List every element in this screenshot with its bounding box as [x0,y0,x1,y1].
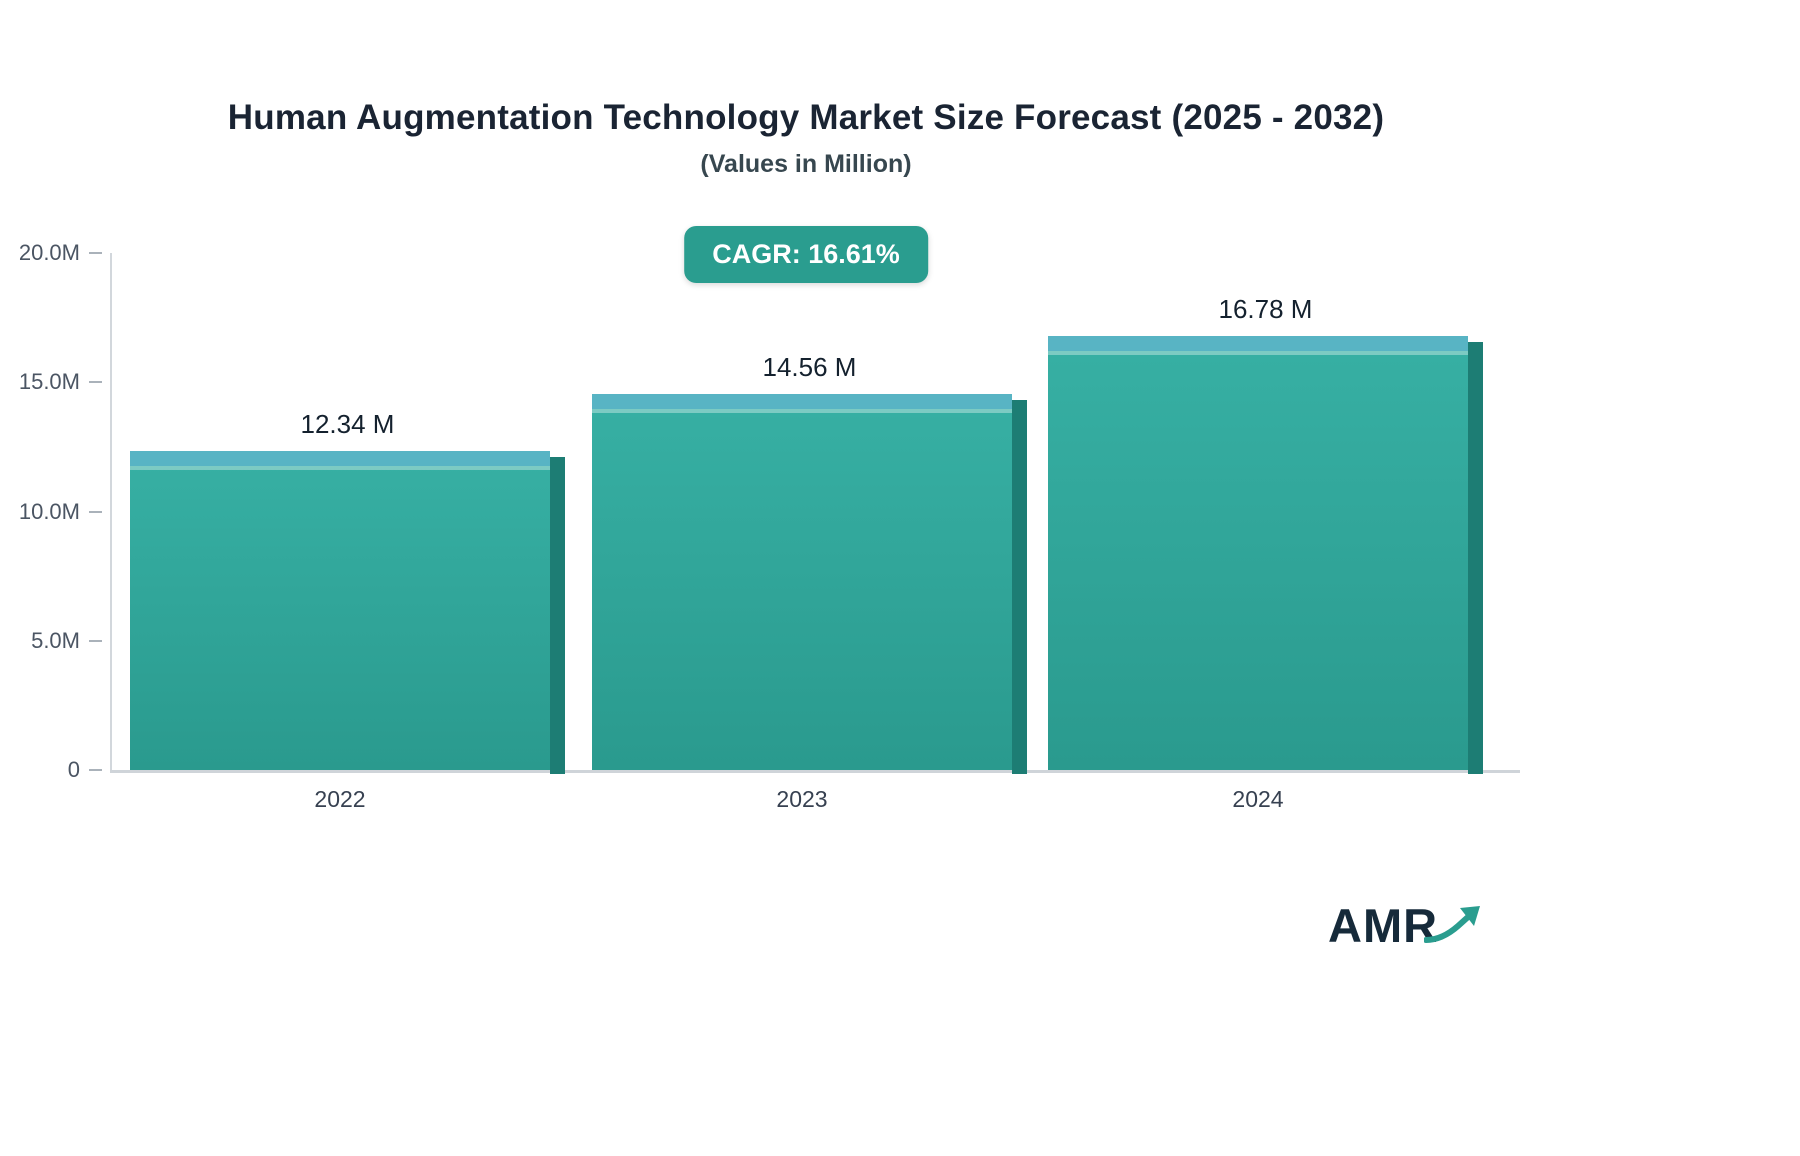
bar-top-highlight [592,408,1012,413]
y-axis-line [110,253,112,770]
amr-logo: AMR [1328,898,1498,958]
y-tick-mark [89,252,102,254]
y-tick-label: 5.0M [31,627,80,653]
y-tick-mark [89,639,102,642]
amr-logo-text: AMR [1328,899,1439,952]
y-tick-mark [89,769,102,771]
bar-top-highlight [1048,351,1468,356]
y-tick-label: 20.0M [18,240,80,265]
bar-top-face [1048,336,1468,352]
chart-title: Human Augmentation Technology Market Siz… [227,98,1385,137]
bar-side-face [550,457,565,774]
chart-subtitle: (Values in Million) [700,150,912,178]
y-tick-mark [89,381,102,384]
x-tick-label: 2024 [1232,786,1284,812]
y-tick-label: 15.0M [18,369,80,395]
cagr-badge: CAGR: 16.61% [684,226,928,283]
bar-side-face [1468,342,1483,774]
bar-side-face [1012,399,1027,774]
bar-2022 [130,451,550,770]
bar-top-highlight [130,466,550,470]
growth-arrow-icon [1424,906,1480,943]
bar-value-label: 12.34 M [300,409,395,439]
bar-top-face [130,451,550,466]
x-tick-label: 2022 [314,786,366,812]
bar-2024 [1048,336,1468,770]
bar-2023 [592,393,1012,770]
bar-value-label: 14.56 M [762,351,857,382]
y-tick-mark [89,510,102,513]
bar-value-label: 16.78 M [1218,294,1313,325]
x-axis-line [110,770,1520,773]
x-tick-label: 2023 [776,786,828,812]
y-tick-label: 0 [67,757,80,782]
bar-top-face [592,393,1012,409]
y-tick-label: 10.0M [18,498,80,524]
